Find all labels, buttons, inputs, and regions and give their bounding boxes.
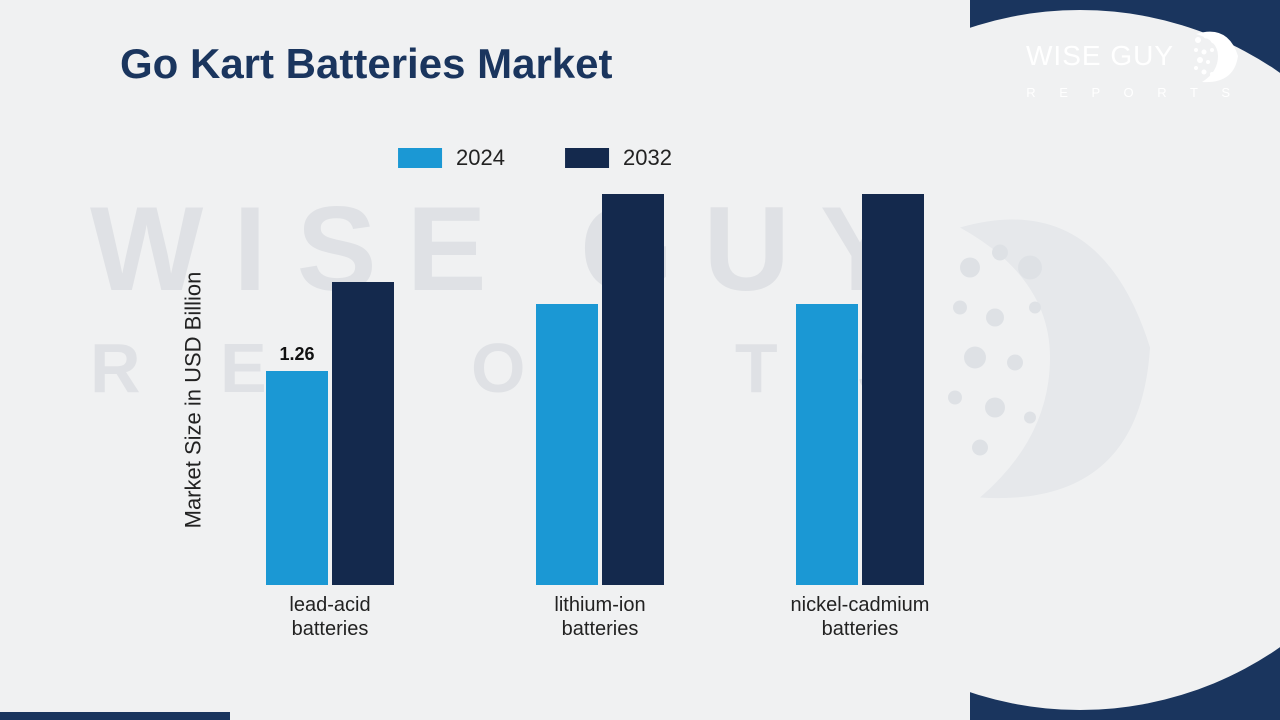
bar: 1.26: [266, 371, 328, 585]
legend-label: 2024: [456, 145, 505, 171]
plot-area: 1.26lead-acidbatteries lithium-ionbatteri…: [170, 185, 960, 585]
legend-item: 2024: [398, 145, 505, 171]
legend-swatch: [565, 148, 609, 168]
bar: [536, 304, 598, 585]
category-label: nickel-cadmiumbatteries: [791, 593, 930, 641]
logo-head-icon: [1184, 28, 1240, 84]
category-label: lithium-ionbatteries: [554, 593, 645, 641]
bar-group: 1.26lead-acidbatteries: [240, 185, 420, 585]
logo-line1: WISE GUY: [1026, 41, 1174, 70]
category-label: lead-acidbatteries: [289, 593, 370, 641]
bottom-accent-bar: [0, 712, 230, 720]
logo-line2: R E P O R T S: [1026, 86, 1240, 100]
chart-title: Go Kart Batteries Market: [120, 40, 613, 88]
legend-swatch: [398, 148, 442, 168]
bar: [796, 304, 858, 585]
bar: [602, 194, 664, 585]
chart-area: Market Size in USD Billion 2024 2032 1.2…: [110, 130, 960, 670]
bar-group: lithium-ionbatteries: [510, 185, 690, 585]
canvas: WISE GUY R E P O R T S Go Kart Batteries…: [0, 0, 1280, 720]
legend-label: 2032: [623, 145, 672, 171]
legend: 2024 2032: [398, 145, 672, 171]
brand-logo: WISE GUY R E P O R T S: [1026, 28, 1240, 100]
legend-item: 2032: [565, 145, 672, 171]
bar-value-label: 1.26: [266, 344, 328, 365]
bar-group: nickel-cadmiumbatteries: [770, 185, 950, 585]
bar: [332, 282, 394, 585]
bar: [862, 194, 924, 585]
